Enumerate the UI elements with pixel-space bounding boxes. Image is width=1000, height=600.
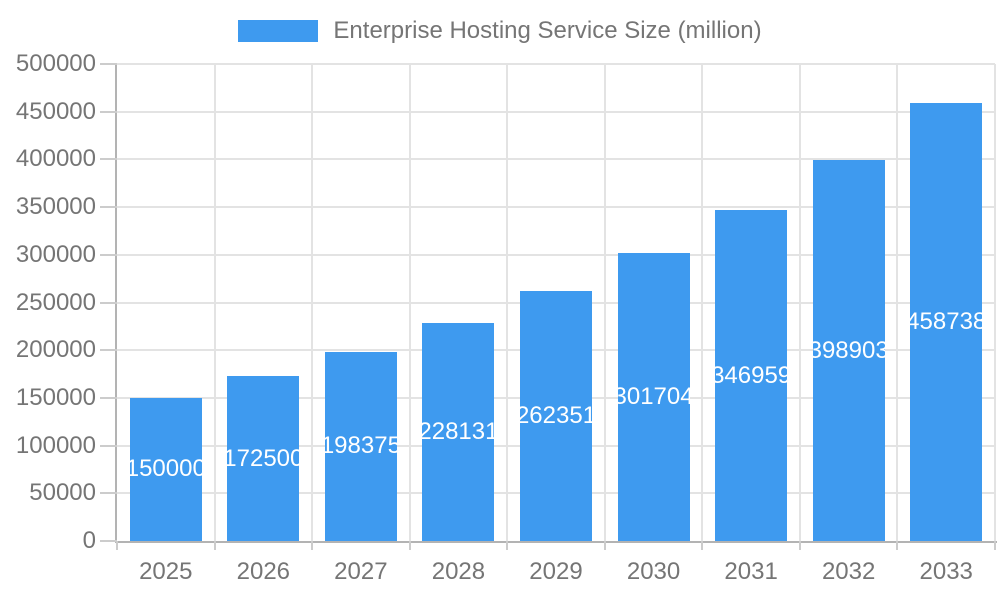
gridline-v	[798, 64, 801, 541]
bar[interactable]: 301704	[617, 253, 690, 541]
x-tick	[311, 541, 314, 550]
y-tick	[100, 301, 117, 304]
bar-value-label: 228131	[422, 418, 495, 446]
legend-label: Enterprise Hosting Service Size (million…	[333, 17, 762, 44]
bar-value-label: 172500	[227, 444, 300, 472]
bar[interactable]: 198375	[324, 351, 397, 541]
x-axis-label: 2031	[724, 558, 778, 585]
x-axis-label: 2025	[139, 558, 193, 585]
gridline-v	[701, 64, 704, 541]
gridline-v	[896, 64, 899, 541]
bar[interactable]: 458738	[910, 103, 983, 541]
gridline-h	[117, 63, 995, 65]
x-tick	[408, 541, 411, 550]
y-tick	[100, 444, 117, 447]
gridline-v	[213, 64, 216, 541]
bar[interactable]: 228131	[422, 323, 495, 541]
x-tick	[896, 541, 899, 550]
x-tick	[213, 541, 216, 550]
bar-value-label: 262351	[520, 401, 592, 429]
x-axis-label: 2030	[626, 558, 681, 585]
gridline-h	[117, 158, 995, 161]
y-axis-label: 500000	[15, 50, 96, 77]
y-axis-label: 250000	[15, 288, 96, 316]
x-tick	[116, 541, 118, 550]
bar-value-label: 398903	[812, 336, 885, 364]
bar-value-label: 150000	[129, 455, 202, 483]
x-tick	[798, 541, 801, 550]
y-tick	[100, 349, 117, 352]
x-axis-label: 2027	[334, 558, 388, 585]
x-axis-label: 2026	[236, 558, 291, 585]
plot-area: 150000 172500 198375 228131 262351 301704 3469…	[115, 63, 997, 543]
y-tick	[100, 158, 117, 161]
gridline-v	[603, 64, 606, 541]
x-axis-label: 2028	[431, 558, 486, 585]
y-tick	[100, 396, 117, 399]
y-axis-label: 0	[82, 527, 96, 554]
y-tick	[100, 110, 117, 113]
gridline-h	[117, 253, 995, 256]
x-tick	[701, 541, 704, 550]
x-axis-line	[115, 541, 997, 543]
bar-value-label: 301704	[617, 383, 690, 411]
gridline-v	[506, 64, 509, 541]
y-axis-label: 100000	[15, 431, 96, 459]
x-axis-label: 2032	[821, 558, 876, 585]
gridline-v	[311, 64, 314, 541]
y-axis-label: 300000	[15, 240, 96, 268]
y-axis-label: 400000	[15, 145, 96, 173]
y-axis-label: 50000	[29, 479, 96, 507]
bar[interactable]: 346959	[715, 210, 788, 541]
x-axis-label: 2033	[919, 558, 973, 585]
y-tick	[100, 540, 117, 542]
y-tick	[100, 492, 117, 495]
y-axis-label: 150000	[15, 383, 96, 411]
gridline-v	[408, 64, 411, 541]
y-axis-label: 200000	[15, 336, 96, 364]
bar[interactable]: 398903	[812, 160, 885, 541]
legend-swatch	[238, 20, 319, 42]
legend: Enterprise Hosting Service Size (million…	[0, 14, 1000, 48]
gridline-h	[117, 110, 995, 113]
bar-value-label: 198375	[324, 432, 397, 460]
x-tick	[994, 541, 996, 550]
gridline-h	[117, 206, 995, 209]
x-tick	[603, 541, 606, 550]
x-tick	[506, 541, 509, 550]
y-axis-label: 450000	[15, 97, 96, 125]
bar-value-label: 458738	[910, 308, 983, 336]
y-tick	[100, 63, 117, 65]
y-tick	[100, 253, 117, 256]
bar-value-label: 346959	[715, 361, 788, 389]
y-axis-label: 350000	[15, 193, 96, 221]
gridline-v	[994, 64, 996, 541]
bar[interactable]: 262351	[520, 290, 592, 541]
y-tick	[100, 206, 117, 209]
bar[interactable]: 172500	[227, 376, 300, 541]
x-axis-label: 2029	[529, 558, 583, 585]
bar[interactable]: 150000	[129, 397, 202, 541]
